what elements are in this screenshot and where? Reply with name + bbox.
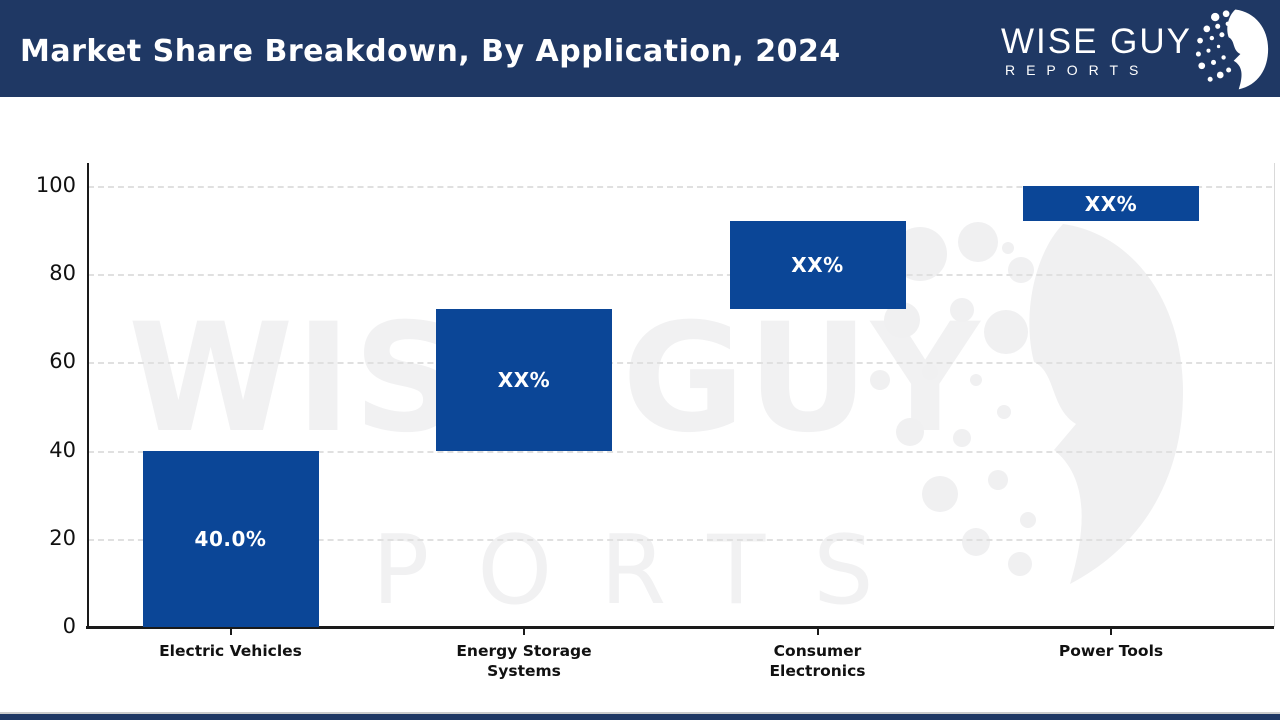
- y-tick-label: 0: [62, 614, 76, 638]
- y-tick-label: 60: [49, 349, 76, 374]
- bar-value-label: 40.0%: [194, 526, 267, 551]
- x-tick-mark: [229, 627, 232, 635]
- bar-value-label: XX%: [791, 253, 844, 278]
- x-category-label: Power Tools: [1058, 642, 1164, 660]
- brand-name: WISE GUY: [1000, 22, 1192, 61]
- y-tick-label: 100: [35, 173, 76, 197]
- x-category-label: Consumer Electronics: [769, 642, 866, 680]
- bar-segment: 40.0%: [142, 450, 319, 627]
- bar-value-label: XX%: [497, 368, 551, 393]
- brand-logo: WISE GUY REPORTS: [1000, 22, 1192, 79]
- header-bar: Market Share Breakdown, By Application, …: [0, 0, 1280, 97]
- y-tick-label: 40: [49, 437, 76, 462]
- watermark-face-icon: [870, 222, 1183, 584]
- gridline: [88, 362, 1272, 365]
- page-title: Market Share Breakdown, By Application, …: [20, 34, 841, 69]
- y-tick-label: 20: [49, 525, 76, 550]
- x-tick-mark: [1110, 627, 1112, 635]
- bar-segment: XX%: [1023, 186, 1199, 222]
- gridline: [88, 538, 1272, 541]
- brand-face-icon: [1195, 9, 1269, 90]
- footer-bar: [0, 712, 1280, 720]
- plot-right-border: [1274, 163, 1275, 627]
- gridline: [88, 274, 1272, 277]
- brand-tagline: REPORTS: [1004, 62, 1150, 78]
- x-category-label: Energy Storage Systems: [456, 642, 592, 680]
- y-axis-spine: [87, 163, 89, 629]
- gridline: [88, 186, 1272, 188]
- bar-segment: XX%: [729, 221, 906, 310]
- x-tick-mark: [523, 627, 525, 635]
- x-tick-mark: [816, 627, 819, 635]
- x-axis-line: [86, 626, 1274, 629]
- y-tick-label: 80: [49, 261, 76, 286]
- bar-value-label: XX%: [1084, 191, 1138, 216]
- x-category-label: Electric Vehicles: [159, 642, 302, 660]
- bar-segment: XX%: [436, 309, 612, 451]
- gridline: [88, 450, 1272, 453]
